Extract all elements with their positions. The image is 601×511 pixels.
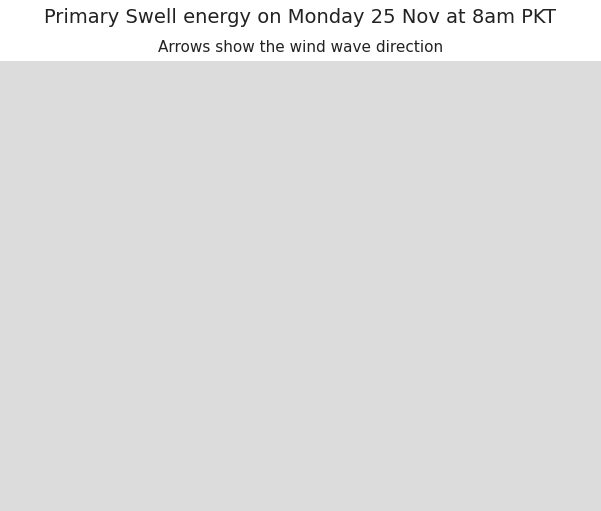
Text: Arrows show the wind wave direction: Arrows show the wind wave direction [158,40,443,55]
Text: Primary Swell energy on Monday 25 Nov at 8am PKT: Primary Swell energy on Monday 25 Nov at… [44,8,557,27]
